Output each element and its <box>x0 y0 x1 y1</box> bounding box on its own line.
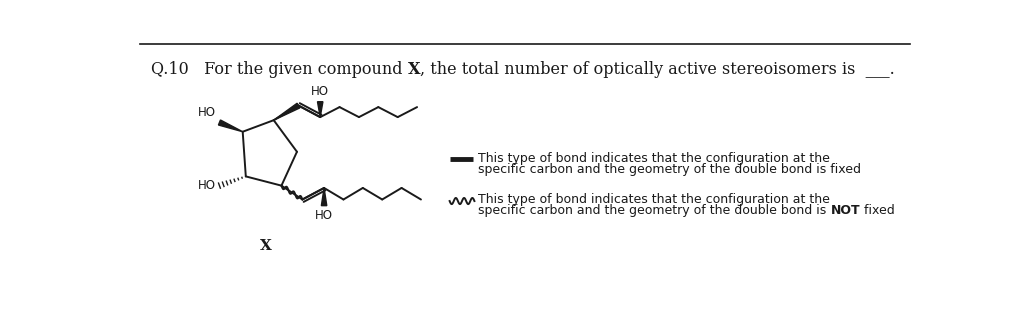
Text: Q.10   For the given compound: Q.10 For the given compound <box>152 61 408 78</box>
Text: This type of bond indicates that the configuration at the: This type of bond indicates that the con… <box>478 152 830 165</box>
Text: HO: HO <box>198 179 216 192</box>
Text: HO: HO <box>311 85 329 98</box>
Text: NOT: NOT <box>830 204 860 217</box>
Text: specific carbon and the geometry of the double bond is fixed: specific carbon and the geometry of the … <box>478 163 861 175</box>
Polygon shape <box>317 102 323 117</box>
Text: X: X <box>260 239 272 253</box>
Text: HO: HO <box>198 106 216 119</box>
Text: specific carbon and the geometry of the double bond is: specific carbon and the geometry of the … <box>478 204 830 217</box>
Polygon shape <box>322 188 327 206</box>
Polygon shape <box>218 120 243 132</box>
Text: HO: HO <box>315 209 333 222</box>
Text: This type of bond indicates that the configuration at the: This type of bond indicates that the con… <box>478 193 830 206</box>
Text: X: X <box>408 61 421 78</box>
Text: , the total number of optically active stereoisomers is  ___.: , the total number of optically active s… <box>421 61 895 78</box>
Text: fixed: fixed <box>860 204 895 217</box>
Polygon shape <box>273 103 300 120</box>
